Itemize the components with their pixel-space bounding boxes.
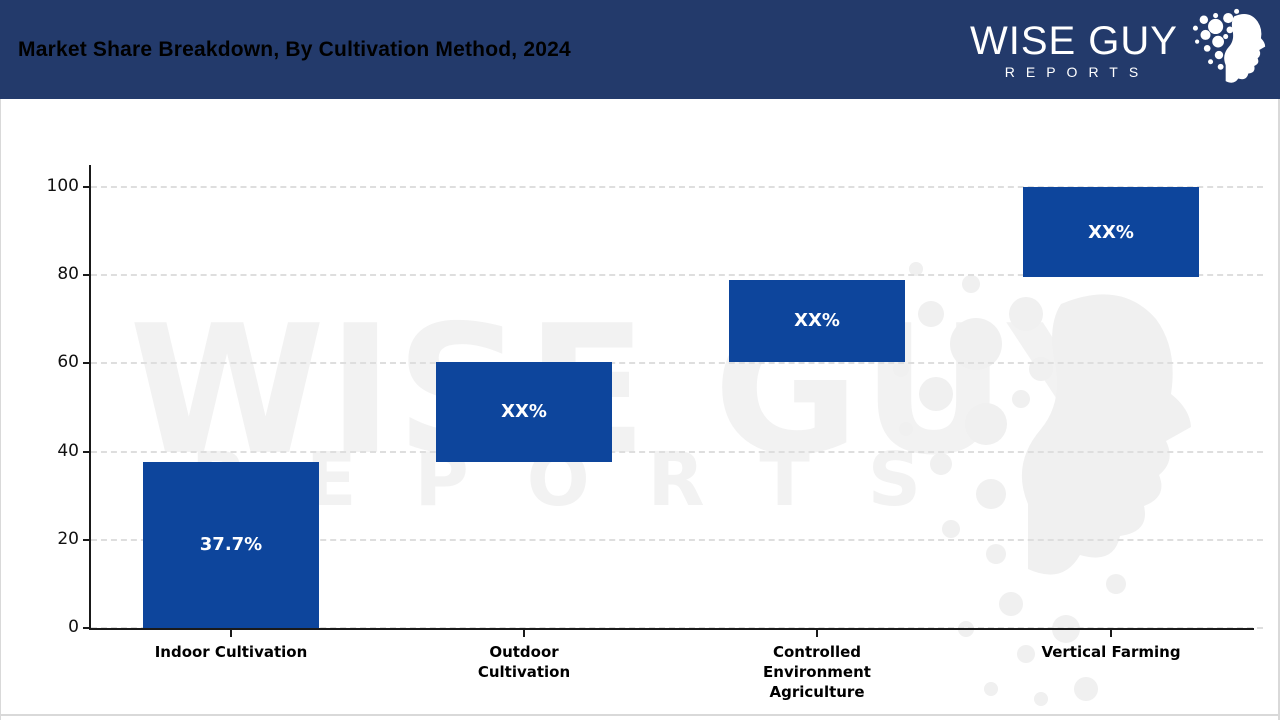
- bar: XX%: [729, 279, 905, 363]
- x-tick-label-line: Controlled: [772, 643, 862, 661]
- x-axis-line: [89, 628, 1254, 630]
- y-tick-label: 40: [57, 440, 79, 461]
- bar: XX%: [1023, 187, 1199, 278]
- x-tick-label-line: Agriculture: [769, 683, 865, 701]
- x-tick-mark: [1110, 630, 1112, 637]
- bar-value-label: XX%: [794, 310, 840, 332]
- page-title: Market Share Breakdown, By Cultivation M…: [18, 37, 571, 61]
- y-tick-label: 60: [57, 352, 79, 373]
- y-tick-mark: [83, 450, 90, 453]
- logo-wordmark: WISE GUY: [969, 18, 1178, 63]
- x-tick-label: Controlled Environment Agriculture: [702, 642, 932, 702]
- bottom-divider: [1, 714, 1280, 716]
- x-tick-label-line: Cultivation: [477, 663, 571, 681]
- header-bar: Market Share Breakdown, By Cultivation M…: [0, 0, 1280, 99]
- y-tick-label: 80: [57, 264, 79, 285]
- bar-value-label: 37.7%: [199, 534, 263, 556]
- bar: XX%: [436, 362, 612, 462]
- x-tick-label-line: Indoor Cultivation: [154, 643, 308, 661]
- y-tick-mark: [83, 186, 90, 188]
- chart-area: WISE GUY REPORTS 0 20 40 60 80 100 37.7% XX% XX%…: [0, 99, 1280, 720]
- y-tick-mark: [83, 538, 90, 541]
- y-tick-label: 100: [46, 176, 79, 196]
- y-tick-label: 20: [57, 528, 79, 549]
- gridline: [91, 186, 1263, 188]
- bar-value-label: XX%: [1088, 221, 1134, 243]
- gridline: [91, 274, 1263, 277]
- watermark-head-icon: [893, 255, 1191, 706]
- bar: 37.7%: [143, 461, 319, 628]
- y-axis-line: [89, 164, 91, 630]
- x-tick-mark: [523, 630, 525, 637]
- gridline: [91, 450, 1263, 453]
- y-tick-mark: [83, 627, 90, 629]
- x-tick-mark: [230, 630, 232, 637]
- y-tick-mark: [83, 274, 90, 277]
- gridline: [91, 362, 1263, 365]
- x-tick-label: Vertical Farming: [996, 642, 1226, 662]
- gridline: [91, 538, 1263, 541]
- logo-text: WISE GUY REPORTS: [970, 21, 1178, 80]
- x-tick-label: Indoor Cultivation: [116, 642, 346, 662]
- x-tick-label-line: Outdoor: [489, 643, 559, 661]
- wiseguy-logo: WISE GUY REPORTS: [970, 6, 1266, 94]
- x-tick-label: Outdoor Cultivation: [409, 642, 639, 682]
- logo-subtext: REPORTS: [1004, 63, 1150, 80]
- x-tick-mark: [816, 630, 818, 637]
- x-tick-label-line: Vertical Farming: [1041, 643, 1181, 661]
- logo-head-icon: [1192, 8, 1266, 83]
- x-tick-label-line: Environment: [763, 663, 871, 681]
- y-tick-mark: [83, 362, 90, 365]
- bar-value-label: XX%: [501, 401, 547, 423]
- y-tick-label: 0: [68, 617, 79, 637]
